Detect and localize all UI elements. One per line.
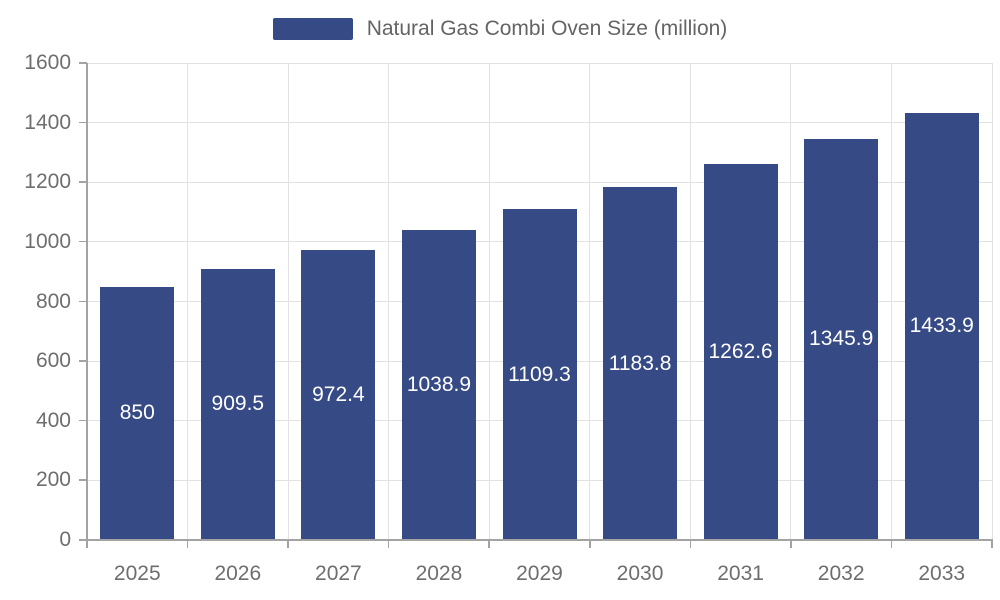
x-axis-tick-mark <box>991 540 993 548</box>
x-axis-tick-mark <box>488 540 490 548</box>
y-axis-tick-mark <box>79 62 87 64</box>
bar-2031[interactable]: 1262.6 <box>703 163 778 540</box>
y-axis-tick-mark <box>79 479 87 481</box>
y-axis-tick-label: 600 <box>35 349 71 373</box>
y-axis-tick-label: 400 <box>35 408 71 432</box>
y-axis-tick-mark <box>79 360 87 362</box>
x-gridline <box>790 63 792 540</box>
y-axis-tick-mark <box>79 181 87 183</box>
x-axis-tick-label: 2026 <box>214 562 262 585</box>
bar-value-label: 1183.8 <box>608 351 672 375</box>
x-gridline <box>388 63 390 540</box>
y-gridline <box>87 122 992 124</box>
x-axis-tick-label: 2030 <box>616 562 664 585</box>
legend-swatch <box>272 18 353 40</box>
x-gridline <box>589 63 591 540</box>
x-axis-tick-mark <box>186 540 189 548</box>
x-axis-tick-label: 2029 <box>516 562 563 585</box>
y-gridline <box>87 181 992 183</box>
x-axis-tick-label: 2033 <box>918 562 966 585</box>
x-gridline <box>890 63 892 540</box>
y-axis-tick-mark <box>79 300 87 302</box>
plot-area: 850 909.5 972.4 1038.9 1109.3 1183.8 1262.6 134… <box>87 62 993 540</box>
y-axis-tick-label: 800 <box>35 289 71 313</box>
y-axis-tick-label: 1600 <box>24 51 71 74</box>
y-axis-tick-mark <box>79 419 87 422</box>
bar-value-label: 1038.9 <box>406 373 472 397</box>
x-gridline <box>991 63 993 540</box>
x-gridline <box>488 63 490 540</box>
x-axis-tick-mark <box>589 540 591 548</box>
bar-2032[interactable]: 1345.9 <box>804 138 879 540</box>
bar-2030[interactable]: 1183.8 <box>603 187 678 540</box>
x-axis-line <box>86 539 993 541</box>
bar-value-label: 850 <box>119 401 155 425</box>
chart-legend[interactable]: Natural Gas Combi Oven Size (million) <box>0 17 1000 41</box>
bar-2026[interactable]: 909.5 <box>200 268 275 540</box>
x-axis-tick-label: 2025 <box>113 562 161 585</box>
y-axis-line <box>86 63 88 548</box>
bar-2025[interactable]: 850 <box>100 286 175 540</box>
bar-value-label: 1262.6 <box>708 339 773 363</box>
bar-2029[interactable]: 1109.3 <box>502 209 577 540</box>
y-axis-tick-mark <box>79 539 87 541</box>
bar-value-label: 1345.9 <box>809 327 874 351</box>
y-axis-tick-label: 1400 <box>24 110 71 134</box>
y-axis-tick-label: 1200 <box>24 170 71 194</box>
bar-value-label: 909.5 <box>211 392 265 416</box>
y-axis-tick-label: 0 <box>59 528 71 551</box>
x-axis-tick-label: 2031 <box>717 562 764 585</box>
bar-2033[interactable]: 1433.9 <box>904 112 979 540</box>
x-axis-tick-label: 2027 <box>315 562 362 585</box>
legend-label: Natural Gas Combi Oven Size (million) <box>366 17 728 40</box>
bar-value-label: 1433.9 <box>909 314 974 338</box>
x-axis-tick-label: 2032 <box>817 562 865 585</box>
x-gridline <box>187 63 189 540</box>
y-gridline <box>87 62 992 64</box>
bar-value-label: 972.4 <box>312 383 365 407</box>
y-axis-tick-mark <box>79 240 87 243</box>
x-axis-tick-label: 2028 <box>415 562 463 585</box>
x-gridline <box>287 63 289 540</box>
x-axis-tick-mark <box>689 540 692 548</box>
y-axis-tick-label: 200 <box>35 468 71 492</box>
y-axis-tick-label: 1000 <box>24 229 71 253</box>
x-gridline <box>689 63 691 540</box>
bar-value-label: 1109.3 <box>508 362 571 386</box>
x-axis-tick-mark <box>790 540 792 548</box>
x-axis-tick-mark <box>890 540 893 548</box>
x-axis-tick-mark <box>287 540 289 548</box>
bar-2027[interactable]: 972.4 <box>301 250 376 540</box>
y-axis-tick-mark <box>79 121 87 124</box>
bar-2028[interactable]: 1038.9 <box>401 230 476 540</box>
x-axis-tick-mark <box>387 540 390 548</box>
